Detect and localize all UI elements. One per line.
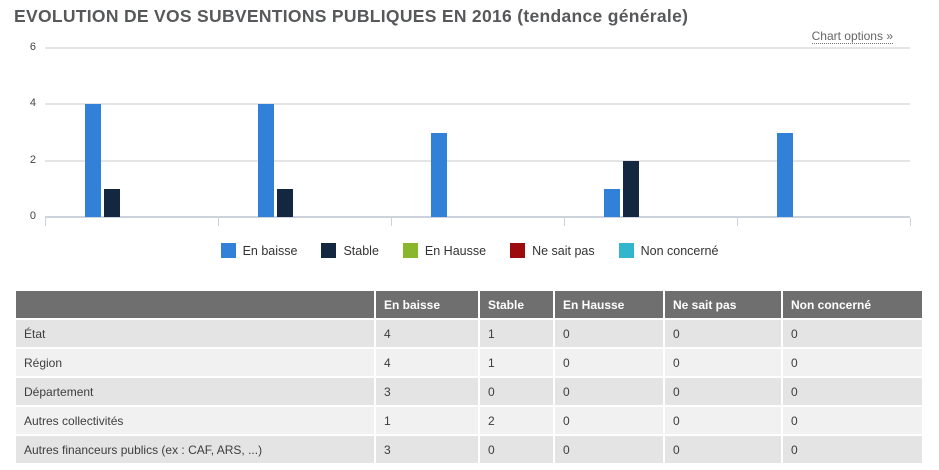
x-axis-tick xyxy=(218,218,219,226)
value-cell: 3 xyxy=(374,434,480,465)
value-cell: 0 xyxy=(781,434,924,465)
legend-swatch xyxy=(402,243,418,258)
results-table: En baisse Stable En Hausse Ne sait pas Non c… xyxy=(14,289,924,465)
table-header-cell: En Hausse xyxy=(553,289,665,320)
results-table-wrap: En baisse Stable En Hausse Ne sait pas Non c… xyxy=(14,289,924,465)
value-cell: 0 xyxy=(553,405,665,436)
table-row: Autres financeurs publics (ex : CAF, ARS… xyxy=(14,434,924,465)
gridline xyxy=(45,103,910,106)
row-label-cell: Autres financeurs publics (ex : CAF, ARS… xyxy=(14,434,376,465)
legend-label: Non concerné xyxy=(640,243,719,258)
gridline xyxy=(45,216,910,218)
value-cell: 0 xyxy=(553,376,665,407)
value-cell: 0 xyxy=(663,347,783,378)
gridline xyxy=(45,47,910,49)
bar-en-baisse xyxy=(603,188,620,217)
y-axis-label: 4 xyxy=(29,97,36,110)
x-axis-tick xyxy=(45,218,46,226)
bar-en-baisse xyxy=(257,104,274,217)
bar-en-baisse xyxy=(84,104,101,217)
table-row: Département 3 0 0 0 0 xyxy=(14,376,924,407)
value-cell: 0 xyxy=(553,318,665,349)
value-cell: 1 xyxy=(478,318,555,349)
gridline xyxy=(45,159,910,162)
x-axis-tick xyxy=(564,218,565,226)
page-title: EVOLUTION DE VOS SUBVENTIONS PUBLIQUES E… xyxy=(14,6,689,26)
value-cell: 4 xyxy=(374,347,480,378)
x-axis-tick xyxy=(391,218,392,226)
table-header-row: En baisse Stable En Hausse Ne sait pas Non c… xyxy=(14,289,924,320)
value-cell: 0 xyxy=(478,376,555,407)
legend-item: En baisse xyxy=(220,243,298,258)
legend-label: Ne sait pas xyxy=(532,243,595,258)
value-cell: 0 xyxy=(478,434,555,465)
value-cell: 0 xyxy=(781,318,924,349)
table-row: Autres collectivités 1 2 0 0 0 xyxy=(14,405,924,436)
row-label-cell: Région xyxy=(14,347,376,378)
bar-chart: 6 4 2 0 xyxy=(29,41,911,226)
x-axis-tick xyxy=(910,218,911,226)
value-cell: 0 xyxy=(553,347,665,378)
legend-label: En Hausse xyxy=(424,243,487,258)
value-cell: 3 xyxy=(374,376,480,407)
table-row: État 4 1 0 0 0 xyxy=(14,318,924,349)
bar-en-baisse xyxy=(430,132,447,217)
legend-label: En baisse xyxy=(242,243,298,258)
chart-legend: En baisse Stable En Hausse Ne sait pas Non c… xyxy=(0,243,939,258)
legend-item: Ne sait pas xyxy=(510,243,595,258)
table-header-cell: En baisse xyxy=(374,289,480,320)
legend-label: Stable xyxy=(343,243,379,258)
value-cell: 0 xyxy=(553,434,665,465)
table-header-cell: Stable xyxy=(478,289,555,320)
value-cell: 2 xyxy=(478,405,555,436)
legend-item: En Hausse xyxy=(402,243,487,258)
table-header-cell: Non concerné xyxy=(781,289,924,320)
bar-stable xyxy=(277,188,293,217)
legend-swatch xyxy=(220,243,236,258)
chart-options-link[interactable]: Chart options » xyxy=(811,29,893,44)
legend-swatch xyxy=(618,243,634,258)
y-axis-label: 0 xyxy=(29,210,36,222)
row-label-cell: Autres collectivités xyxy=(14,405,376,436)
legend-swatch xyxy=(321,243,337,258)
row-label-cell: État xyxy=(14,318,376,349)
y-axis-label: 2 xyxy=(29,153,36,166)
value-cell: 1 xyxy=(478,347,555,378)
legend-swatch xyxy=(510,243,526,258)
value-cell: 0 xyxy=(663,318,783,349)
y-axis-label: 6 xyxy=(29,41,36,53)
bar-stable xyxy=(104,188,120,217)
legend-item: Stable xyxy=(321,243,379,258)
value-cell: 0 xyxy=(663,434,783,465)
value-cell: 0 xyxy=(781,405,924,436)
table-header-cell: Ne sait pas xyxy=(663,289,783,320)
bar-stable xyxy=(623,160,639,217)
value-cell: 0 xyxy=(663,405,783,436)
table-row: Région 4 1 0 0 0 xyxy=(14,347,924,378)
row-label-cell: Département xyxy=(14,376,376,407)
x-axis-tick xyxy=(737,218,738,226)
value-cell: 0 xyxy=(663,376,783,407)
table-header-cell xyxy=(14,289,376,320)
value-cell: 0 xyxy=(781,376,924,407)
value-cell: 0 xyxy=(781,347,924,378)
bar-en-baisse xyxy=(776,132,793,217)
value-cell: 1 xyxy=(374,405,480,436)
legend-item: Non concerné xyxy=(618,243,719,258)
value-cell: 4 xyxy=(374,318,480,349)
